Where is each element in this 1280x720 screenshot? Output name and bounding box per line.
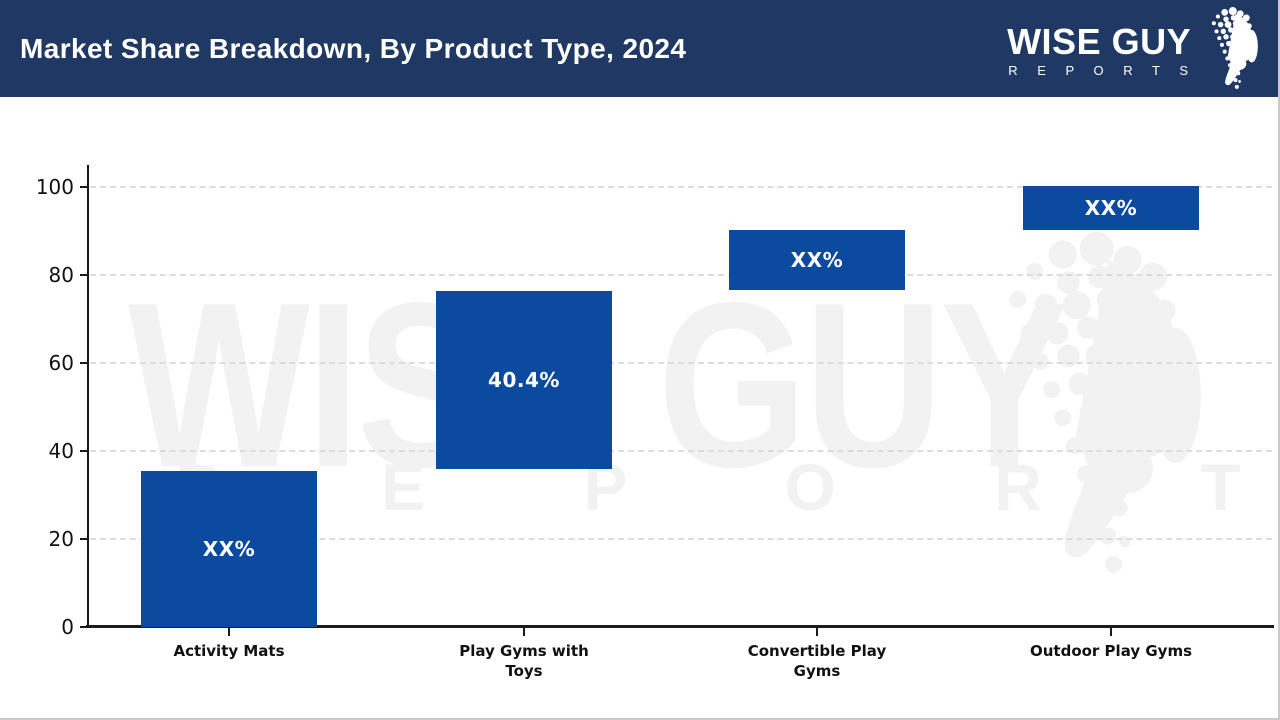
waterfall-chart: WISE GUY R E P O R T S 020406080100XX%Ac… [0,97,1278,718]
x-axis-label-play-gyms-with-toys: Play Gyms with Toys [459,642,589,680]
bar-value-label: XX% [1084,196,1138,221]
x-axis-label-activity-mats: Activity Mats [173,642,285,660]
gridline-100 [90,186,1272,188]
y-tick-mark-40 [80,450,87,452]
y-tick-label-0: 0 [61,615,74,639]
gridline-80 [90,274,1272,276]
bar-activity-mats: XX% [141,470,317,627]
y-tick-label-80: 80 [48,263,74,287]
y-tick-label-20: 20 [48,527,74,551]
y-tick-label-100: 100 [35,175,74,199]
gridline-60 [90,362,1272,364]
y-tick-mark-20 [80,538,87,540]
bar-value-label: 40.4% [488,367,560,392]
x-axis-label-outdoor-play-gyms: Outdoor Play Gyms [1029,642,1192,660]
logo-subtitle: R E P O R T S [1008,62,1196,78]
header-bar: Market Share Breakdown, By Product Type,… [0,0,1278,97]
bar-convertible-play-gyms: XX% [729,230,905,290]
x-tick-mark-activity-mats [228,628,230,636]
x-tick-mark-outdoor-play-gyms [1110,628,1112,636]
y-axis-line [87,165,89,626]
x-axis-line [86,625,1274,628]
y-tick-mark-80 [80,274,87,276]
y-tick-label-40: 40 [48,439,74,463]
logo-wordmark: WISE GUY [1007,20,1192,62]
logo-head-icon [1211,6,1258,89]
y-tick-mark-0 [80,626,87,628]
bar-outdoor-play-gyms: XX% [1023,186,1199,231]
gridline-20 [90,538,1272,540]
x-tick-mark-convertible-play-gyms [816,628,818,636]
gridline-40 [90,450,1272,452]
y-tick-mark-100 [80,186,87,188]
y-tick-label-60: 60 [48,351,74,375]
x-tick-mark-play-gyms-with-toys [523,628,525,636]
bar-play-gyms-with-toys: 40.4% [436,290,612,469]
y-tick-mark-60 [80,362,87,364]
x-axis-label-convertible-play-gyms: Convertible Play Gyms [747,642,887,680]
wiseguy-logo: WISE GUY R E P O R T S [1002,6,1262,95]
page-title: Market Share Breakdown, By Product Type,… [20,32,687,64]
bar-value-label: XX% [202,536,256,561]
bar-value-label: XX% [790,248,844,273]
